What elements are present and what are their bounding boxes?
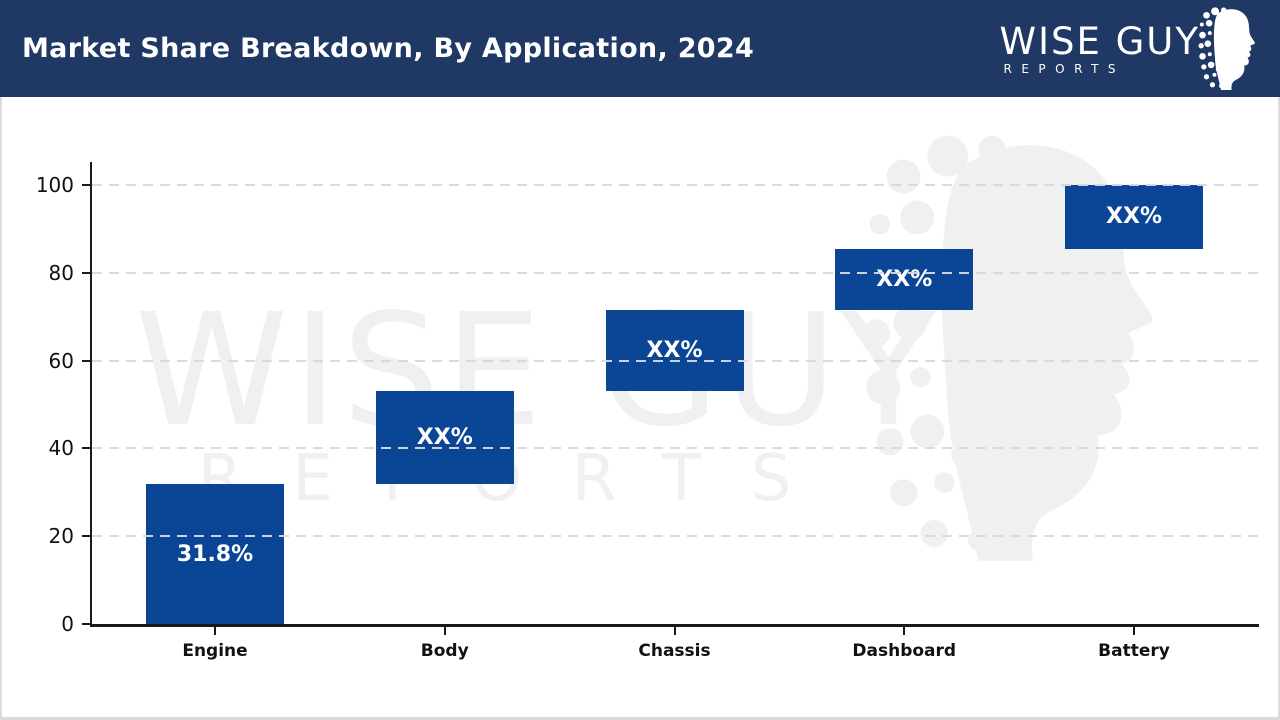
logo-reports-text: REPORTS xyxy=(1003,61,1126,76)
logo-wiseguy-text: WISE GUY xyxy=(999,19,1200,63)
y-tick-label-40: 40 xyxy=(48,436,74,461)
y-tick-label-0: 0 xyxy=(61,612,74,636)
y-tick-label-20: 20 xyxy=(48,524,74,549)
gridline-60 xyxy=(92,359,1259,362)
gridline-20 xyxy=(92,535,1259,538)
gridline-80 xyxy=(92,271,1259,274)
bar-value-label-body: XX% xyxy=(416,425,473,451)
y-tick-mark-100 xyxy=(82,183,90,186)
x-tick-mark-engine xyxy=(214,627,216,635)
plot-area: 0 20 40 60 80 100 31.8% Engine XX% Body XX% Chassis… xyxy=(36,162,1259,661)
x-axis-label-body: Body xyxy=(420,641,469,661)
x-axis-label-engine: Engine xyxy=(182,641,248,661)
watermark-wiseguy-text: WISE GUY xyxy=(135,280,940,461)
x-tick-mark-body xyxy=(443,627,446,635)
y-tick-label-60: 60 xyxy=(48,348,74,373)
bar-value-label-engine: 31.8% xyxy=(176,541,254,567)
bar-engine: 31.8% xyxy=(146,484,284,624)
bar-battery: XX% xyxy=(1065,184,1203,249)
dot-face-icon xyxy=(1198,6,1255,90)
x-tick-mark-battery xyxy=(1133,627,1135,635)
gridline-40 xyxy=(92,447,1259,450)
x-axis-label-dashboard: Dashboard xyxy=(852,641,957,661)
x-tick-mark-chassis xyxy=(673,627,676,635)
y-tick-mark-0 xyxy=(82,623,90,625)
y-tick-label-80: 80 xyxy=(48,260,74,285)
watermark-dot-face-icon xyxy=(862,135,1152,561)
y-tick-label-100: 100 xyxy=(35,172,74,197)
bar-value-label-battery: XX% xyxy=(1106,204,1162,230)
bar-chassis: XX% xyxy=(605,309,744,392)
bar-dashboard: XX% xyxy=(835,248,974,310)
gridline-100 xyxy=(92,183,1259,186)
y-tick-mark-20 xyxy=(82,535,90,538)
bar-value-label-dashboard: XX% xyxy=(876,266,933,292)
chart-canvas: WISE GUY REPORTS 0 20 40 60 80 100 31.8% Engine… xyxy=(0,97,1280,720)
y-tick-mark-80 xyxy=(82,271,90,274)
x-axis-label-battery: Battery xyxy=(1098,641,1170,661)
bar-value-label-chassis: XX% xyxy=(646,338,703,364)
logo-wordmark: WISE GUY REPORTS xyxy=(1000,23,1200,75)
x-axis-label-chassis: Chassis xyxy=(638,641,711,661)
page-title: Market Share Breakdown, By Application, … xyxy=(22,33,755,64)
header-bar: Market Share Breakdown, By Application, … xyxy=(0,0,1280,97)
y-tick-mark-40 xyxy=(82,447,90,450)
bar-body: XX% xyxy=(375,391,514,485)
brand-logo: WISE GUY REPORTS xyxy=(1000,6,1258,92)
y-tick-mark-60 xyxy=(82,359,90,362)
x-tick-mark-dashboard xyxy=(903,627,906,635)
